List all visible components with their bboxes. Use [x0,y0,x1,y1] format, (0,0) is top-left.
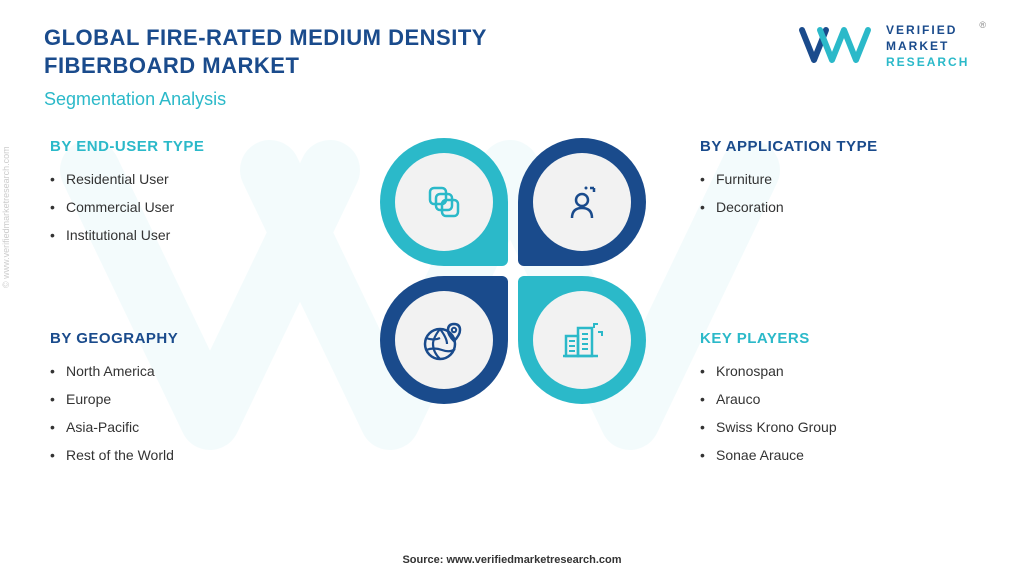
section-key-players: KEY PLAYERS Kronospan Arauco Swiss Krono… [700,330,980,469]
petal-bottom-right [518,276,646,404]
logo-line-3: RESEARCH [886,54,969,70]
section-title-end-user: BY END-USER TYPE [50,138,330,155]
petal-inner [533,153,631,251]
list-item: Swiss Krono Group [700,413,980,441]
content-area: BY END-USER TYPE Residential User Commer… [0,130,1024,530]
petal-top-left [380,138,508,266]
list-item: North America [50,357,330,385]
section-end-user: BY END-USER TYPE Residential User Commer… [50,138,330,249]
header: GLOBAL FIRE-RATED MEDIUM DENSITY FIBERBO… [44,24,487,110]
list-item: Sonae Arauce [700,441,980,469]
footer-source: Source: www.verifiedmarketresearch.com [0,554,1024,566]
layers-icon [422,180,466,224]
page-subtitle: Segmentation Analysis [44,89,487,110]
list-item: Kronospan [700,357,980,385]
petal-inner [395,153,493,251]
section-application: BY APPLICATION TYPE Furniture Decoration [700,138,980,221]
list-item: Arauco [700,385,980,413]
petal-diagram [380,130,650,490]
list-item: Institutional User [50,221,330,249]
title-line-2: FIBERBOARD MARKET [44,53,299,78]
list-item: Asia-Pacific [50,413,330,441]
list-item: Commercial User [50,193,330,221]
globe-pin-icon [420,316,468,364]
brand-logo: VERIFIED MARKET RESEARCH ® [798,22,986,71]
list-key-players: Kronospan Arauco Swiss Krono Group Sonae… [700,357,980,469]
section-title-application: BY APPLICATION TYPE [700,138,980,155]
list-item: Furniture [700,165,980,193]
buildings-icon [558,316,606,364]
title-line-1: GLOBAL FIRE-RATED MEDIUM DENSITY [44,25,487,50]
section-title-geography: BY GEOGRAPHY [50,330,330,347]
petal-inner [395,291,493,389]
page-title: GLOBAL FIRE-RATED MEDIUM DENSITY FIBERBO… [44,24,487,79]
list-item: Rest of the World [50,441,330,469]
list-item: Europe [50,385,330,413]
petal-top-right [518,138,646,266]
vmr-logo-mark [798,24,876,68]
petal-inner [533,291,631,389]
person-icon [560,180,604,224]
logo-line-1: VERIFIED [886,22,969,38]
list-item: Decoration [700,193,980,221]
logo-line-2: MARKET [886,38,969,54]
section-title-key-players: KEY PLAYERS [700,330,980,347]
registered-mark: ® [979,20,986,30]
section-geography: BY GEOGRAPHY North America Europe Asia-P… [50,330,330,469]
petal-bottom-left [380,276,508,404]
list-application: Furniture Decoration [700,165,980,221]
list-item: Residential User [50,165,330,193]
list-geography: North America Europe Asia-Pacific Rest o… [50,357,330,469]
brand-logo-text: VERIFIED MARKET RESEARCH [886,22,969,71]
list-end-user: Residential User Commercial User Institu… [50,165,330,249]
